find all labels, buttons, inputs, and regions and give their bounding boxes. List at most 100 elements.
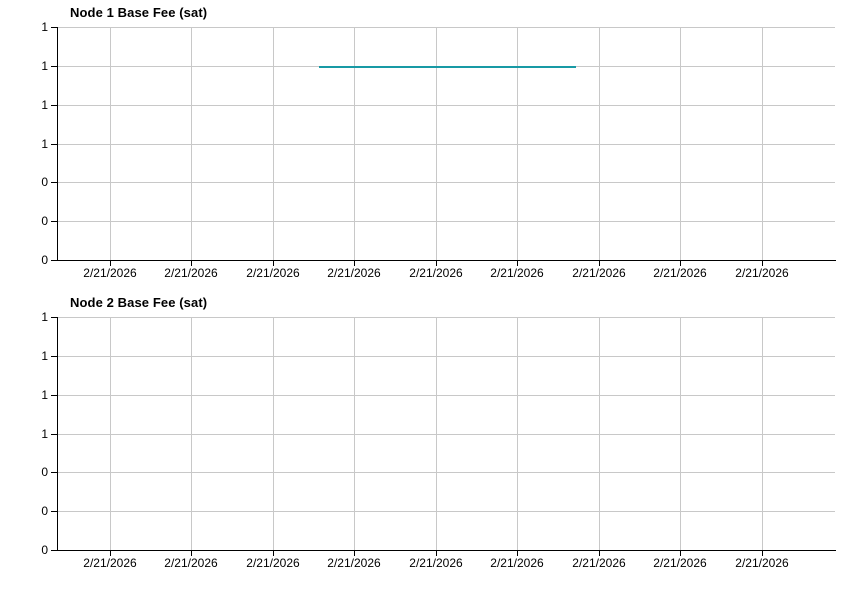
x-tick-mark xyxy=(191,260,192,266)
x-axis-line-node-2 xyxy=(57,550,836,551)
x-tick-mark xyxy=(354,260,355,266)
x-tick-label: 2/21/2026 xyxy=(572,266,626,280)
y-tick-mark xyxy=(51,260,57,261)
y-tick-label: 0 xyxy=(41,175,48,189)
gridline-vertical xyxy=(762,317,763,550)
x-tick-label: 2/21/2026 xyxy=(653,266,707,280)
y-tick-label: 1 xyxy=(41,310,48,324)
y-tick-label: 1 xyxy=(41,427,48,441)
y-tick-label: 0 xyxy=(41,543,48,557)
gridline-vertical xyxy=(599,27,600,260)
x-tick-label: 2/21/2026 xyxy=(83,266,137,280)
x-tick-mark xyxy=(273,260,274,266)
gridline-horizontal xyxy=(57,511,835,512)
x-tick-label: 2/21/2026 xyxy=(164,556,218,570)
gridline-horizontal xyxy=(57,221,835,222)
y-tick-label: 1 xyxy=(41,20,48,34)
y-tick-mark xyxy=(51,511,57,512)
x-tick-label: 2/21/2026 xyxy=(83,556,137,570)
x-tick-mark xyxy=(762,260,763,266)
x-tick-mark xyxy=(191,550,192,556)
x-tick-mark xyxy=(110,260,111,266)
gridline-horizontal xyxy=(57,472,835,473)
gridline-horizontal xyxy=(57,27,835,28)
gridline-vertical xyxy=(110,317,111,550)
x-tick-mark xyxy=(599,260,600,266)
x-tick-mark xyxy=(436,550,437,556)
gridline-vertical xyxy=(436,317,437,550)
y-tick-label: 0 xyxy=(41,253,48,267)
plot-area-node-2 xyxy=(57,317,835,550)
x-tick-label: 2/21/2026 xyxy=(735,556,789,570)
gridline-vertical xyxy=(191,317,192,550)
x-tick-label: 2/21/2026 xyxy=(490,556,544,570)
x-tick-mark xyxy=(680,550,681,556)
gridline-horizontal xyxy=(57,356,835,357)
gridline-horizontal xyxy=(57,434,835,435)
y-tick-label: 1 xyxy=(41,137,48,151)
gridline-horizontal xyxy=(57,317,835,318)
y-tick-mark xyxy=(51,105,57,106)
x-tick-mark xyxy=(680,260,681,266)
gridline-horizontal xyxy=(57,105,835,106)
x-tick-mark xyxy=(273,550,274,556)
y-tick-label: 1 xyxy=(41,388,48,402)
x-tick-mark xyxy=(599,550,600,556)
x-tick-label: 2/21/2026 xyxy=(735,266,789,280)
x-tick-label: 2/21/2026 xyxy=(409,556,463,570)
gridline-vertical xyxy=(680,27,681,260)
y-tick-mark xyxy=(51,66,57,67)
x-tick-mark xyxy=(110,550,111,556)
gridline-vertical xyxy=(517,317,518,550)
gridline-vertical xyxy=(354,27,355,260)
y-tick-mark xyxy=(51,550,57,551)
y-tick-mark xyxy=(51,182,57,183)
chart-panel-node-1: Node 1 Base Fee (sat) 1 1 1 1 0 0 0 xyxy=(0,0,860,290)
gridline-vertical xyxy=(273,317,274,550)
plot-area-node-1 xyxy=(57,27,835,260)
chart-title-node-2: Node 2 Base Fee (sat) xyxy=(70,295,208,310)
y-tick-mark xyxy=(51,317,57,318)
x-tick-mark xyxy=(762,550,763,556)
chart-title-node-1: Node 1 Base Fee (sat) xyxy=(70,5,208,20)
x-tick-label: 2/21/2026 xyxy=(490,266,544,280)
chart-panel-node-2: Node 2 Base Fee (sat) 1 1 1 1 0 0 0 2/21… xyxy=(0,290,860,580)
gridline-horizontal xyxy=(57,182,835,183)
x-tick-label: 2/21/2026 xyxy=(246,556,300,570)
y-tick-mark xyxy=(51,356,57,357)
x-tick-label: 2/21/2026 xyxy=(246,266,300,280)
x-tick-label: 2/21/2026 xyxy=(653,556,707,570)
gridline-vertical xyxy=(436,27,437,260)
gridline-horizontal xyxy=(57,144,835,145)
gridline-vertical xyxy=(273,27,274,260)
y-axis-line-node-2 xyxy=(57,317,58,551)
gridline-horizontal xyxy=(57,395,835,396)
y-tick-mark xyxy=(51,434,57,435)
x-tick-mark xyxy=(436,260,437,266)
y-tick-mark xyxy=(51,472,57,473)
x-tick-label: 2/21/2026 xyxy=(164,266,218,280)
y-tick-mark xyxy=(51,27,57,28)
x-tick-mark xyxy=(517,260,518,266)
y-tick-label: 0 xyxy=(41,465,48,479)
gridline-vertical xyxy=(110,27,111,260)
gridline-vertical xyxy=(680,317,681,550)
series-line-node-1 xyxy=(319,66,576,68)
gridline-vertical xyxy=(599,317,600,550)
y-tick-label: 1 xyxy=(41,59,48,73)
gridline-vertical xyxy=(762,27,763,260)
y-tick-mark xyxy=(51,395,57,396)
y-tick-mark xyxy=(51,221,57,222)
x-tick-label: 2/21/2026 xyxy=(409,266,463,280)
gridline-vertical xyxy=(517,27,518,260)
x-tick-label: 2/21/2026 xyxy=(327,556,381,570)
x-tick-mark xyxy=(517,550,518,556)
y-axis-line-node-1 xyxy=(57,27,58,261)
x-tick-label: 2/21/2026 xyxy=(572,556,626,570)
y-tick-mark xyxy=(51,144,57,145)
gridline-vertical xyxy=(191,27,192,260)
y-tick-label: 0 xyxy=(41,504,48,518)
y-tick-label: 0 xyxy=(41,214,48,228)
x-axis-line-node-1 xyxy=(57,260,836,261)
